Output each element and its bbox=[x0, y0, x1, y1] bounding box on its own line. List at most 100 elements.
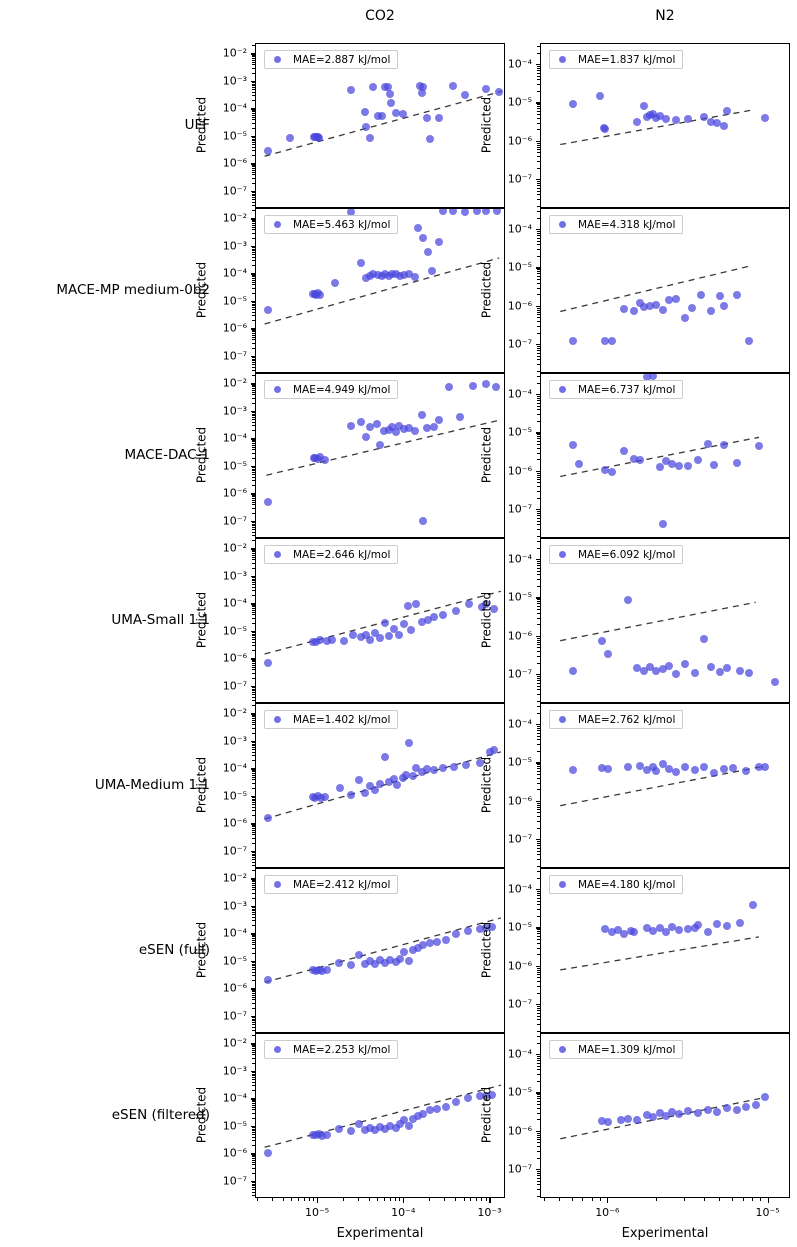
ytick-minor-mark bbox=[252, 826, 255, 828]
ytick-minor-mark bbox=[252, 199, 255, 201]
ytick-minor-mark bbox=[252, 496, 255, 498]
ytick-minor-mark bbox=[252, 442, 255, 444]
ytick-minor-mark bbox=[537, 332, 540, 334]
xtick-minor-mark bbox=[358, 1198, 360, 1201]
data-point bbox=[639, 666, 648, 675]
data-point bbox=[365, 423, 374, 432]
ytick-minor-mark bbox=[252, 742, 255, 744]
data-point bbox=[372, 420, 381, 429]
ytick-minor-mark bbox=[252, 991, 255, 993]
ytick-minor-mark bbox=[537, 271, 540, 273]
ytick-mark bbox=[250, 135, 255, 138]
data-point bbox=[761, 114, 770, 123]
ytick-minor-mark bbox=[537, 847, 540, 849]
plot-panel-n2-row0 bbox=[540, 43, 790, 208]
ytick-minor-mark bbox=[252, 881, 255, 883]
ytick-minor-mark bbox=[252, 1030, 255, 1032]
ytick-minor-mark bbox=[252, 925, 255, 927]
xtick-minor-mark bbox=[256, 1198, 258, 1201]
ytick-mark bbox=[250, 108, 255, 110]
ytick-mark bbox=[250, 218, 255, 220]
ytick-minor-mark bbox=[252, 358, 255, 360]
ytick-minor-mark bbox=[252, 210, 255, 212]
xtick-minor-mark bbox=[463, 1198, 465, 1201]
ytick-minor-mark bbox=[537, 350, 540, 352]
data-point bbox=[441, 1103, 450, 1112]
ytick-minor-mark bbox=[252, 394, 255, 396]
ytick-minor-mark bbox=[252, 150, 255, 152]
ytick-minor-mark bbox=[252, 250, 255, 252]
data-point bbox=[315, 636, 324, 645]
data-point bbox=[360, 1125, 369, 1134]
data-point bbox=[433, 1105, 442, 1114]
ytick-minor-mark bbox=[537, 1055, 540, 1057]
ytick-minor-mark bbox=[537, 1132, 540, 1134]
data-point bbox=[477, 602, 486, 611]
xtick-minor-mark bbox=[683, 1198, 685, 1201]
ytick-minor-mark bbox=[252, 421, 255, 423]
ytick-minor-mark bbox=[537, 1010, 540, 1012]
ytick-minor-mark bbox=[537, 933, 540, 935]
data-point bbox=[716, 292, 725, 301]
ytick-label: 10⁻² bbox=[222, 376, 247, 390]
ytick-minor-mark bbox=[537, 804, 540, 806]
ytick-minor-mark bbox=[252, 529, 255, 531]
data-point bbox=[476, 759, 485, 768]
row-label-2: MACE-DAC-1 bbox=[124, 446, 210, 463]
data-point bbox=[383, 82, 392, 91]
xtick-minor-mark bbox=[282, 1198, 284, 1201]
ytick-minor-mark bbox=[252, 1172, 255, 1174]
data-point bbox=[395, 954, 404, 963]
data-point bbox=[357, 259, 366, 268]
ytick-minor-mark bbox=[537, 185, 540, 187]
data-point bbox=[384, 778, 393, 787]
ytick-label: 10⁻⁴ bbox=[507, 882, 532, 896]
ytick-minor-mark bbox=[252, 908, 255, 910]
data-point bbox=[315, 453, 324, 462]
ytick-minor-mark bbox=[252, 1112, 255, 1114]
ytick-label: 10⁻³ bbox=[222, 404, 247, 418]
plot-panel-n2-row1 bbox=[540, 208, 790, 373]
data-point bbox=[486, 747, 495, 756]
data-point bbox=[422, 113, 431, 122]
data-point bbox=[719, 121, 728, 130]
mae-label: MAE=6.092 kJ/mol bbox=[578, 548, 676, 561]
ytick-minor-mark bbox=[537, 232, 540, 234]
ytick-minor-mark bbox=[252, 760, 255, 762]
ytick-minor-mark bbox=[252, 804, 255, 806]
xtick-minor-mark bbox=[703, 1198, 705, 1201]
data-point bbox=[681, 659, 690, 668]
ytick-label: 10⁻⁶ bbox=[222, 651, 247, 665]
ytick-minor-mark bbox=[537, 750, 540, 752]
mae-label: MAE=2.253 kJ/mol bbox=[293, 1043, 391, 1056]
ytick-minor-mark bbox=[537, 727, 540, 729]
data-point bbox=[348, 630, 357, 639]
data-point bbox=[482, 599, 491, 608]
ytick-minor-mark bbox=[252, 284, 255, 286]
data-point bbox=[395, 630, 404, 639]
ytick-mark bbox=[535, 1092, 540, 1094]
ytick-minor-mark bbox=[252, 965, 255, 967]
ytick-mark bbox=[535, 509, 540, 511]
data-point bbox=[322, 637, 331, 646]
data-point bbox=[365, 134, 374, 143]
ytick-mark bbox=[250, 685, 255, 688]
ytick-mark bbox=[250, 933, 255, 935]
ytick-minor-mark bbox=[537, 1196, 540, 1198]
ytick-minor-mark bbox=[537, 152, 540, 154]
data-point bbox=[713, 1107, 722, 1116]
ytick-minor-mark bbox=[252, 842, 255, 844]
ytick-minor-mark bbox=[252, 577, 255, 579]
ytick-minor-mark bbox=[537, 1042, 540, 1044]
ytick-label: 10⁻⁴ bbox=[222, 101, 247, 115]
ytick-minor-mark bbox=[252, 1102, 255, 1104]
data-point bbox=[607, 927, 616, 936]
legend-marker-icon bbox=[559, 716, 566, 723]
ytick-minor-mark bbox=[252, 637, 255, 639]
ytick-minor-mark bbox=[252, 497, 255, 499]
ytick-minor-mark bbox=[537, 510, 540, 512]
ytick-minor-mark bbox=[252, 237, 255, 239]
legend-marker-icon bbox=[274, 551, 281, 558]
data-point bbox=[674, 926, 683, 934]
